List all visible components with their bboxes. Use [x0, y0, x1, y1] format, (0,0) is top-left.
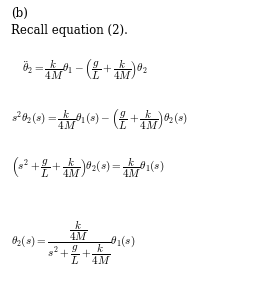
Text: $\theta_2(s) = \dfrac{\dfrac{k}{4M}}{s^2+\dfrac{g}{L}+\dfrac{k}{4M}}\theta_1(s)$: $\theta_2(s) = \dfrac{\dfrac{k}{4M}}{s^2…: [11, 219, 135, 267]
Text: $s^2\theta_2(s) = \dfrac{k}{4M}\theta_1(s) - \left(\dfrac{g}{L}+\dfrac{k}{4M}\ri: $s^2\theta_2(s) = \dfrac{k}{4M}\theta_1(…: [11, 107, 188, 132]
Text: Recall equation (2).: Recall equation (2).: [11, 24, 128, 37]
Text: (b): (b): [11, 7, 28, 20]
Text: $\ddot{\theta}_2 = \dfrac{k}{4M}\theta_1 - \left(\dfrac{g}{L}+\dfrac{k}{4M}\righ: $\ddot{\theta}_2 = \dfrac{k}{4M}\theta_1…: [22, 57, 147, 82]
Text: $\left(s^2+\dfrac{g}{L}+\dfrac{k}{4M}\right)\theta_2(s) = \dfrac{k}{4M}\theta_1(: $\left(s^2+\dfrac{g}{L}+\dfrac{k}{4M}\ri…: [11, 156, 164, 180]
